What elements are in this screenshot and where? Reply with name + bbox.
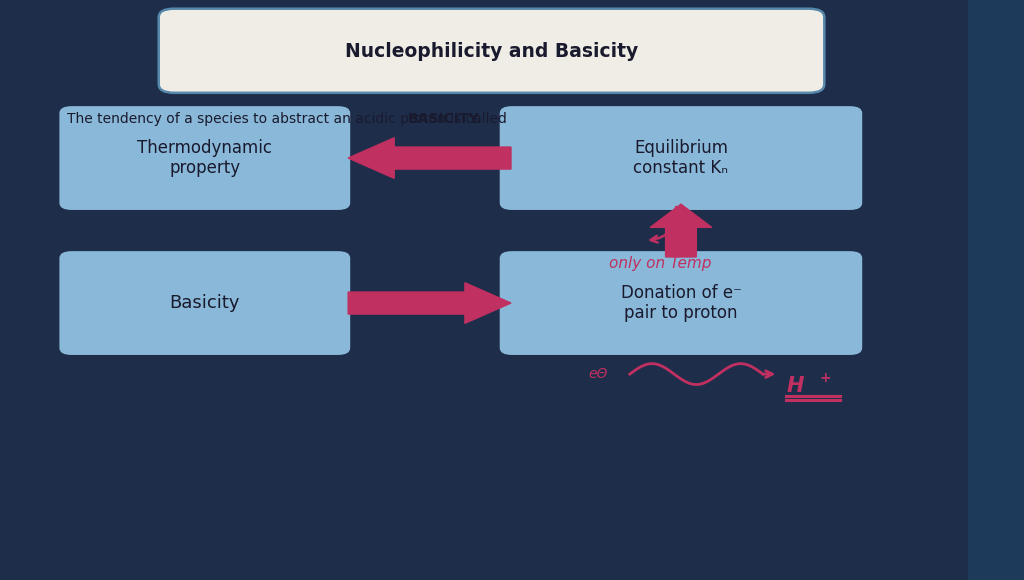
Bar	[968, 0, 1024, 580]
Text: only on Temp: only on Temp	[609, 256, 712, 271]
Text: Equilibrium
constant Kₙ: Equilibrium constant Kₙ	[634, 139, 728, 177]
Text: Nucleophilicity and Basicity: Nucleophilicity and Basicity	[345, 42, 638, 60]
Text: eΘ: eΘ	[589, 367, 608, 381]
Text: Donation of e⁻
pair to proton: Donation of e⁻ pair to proton	[621, 284, 741, 322]
Text: Basicity: Basicity	[170, 294, 240, 312]
FancyBboxPatch shape	[159, 9, 824, 93]
FancyBboxPatch shape	[500, 106, 862, 210]
Text: H: H	[786, 376, 804, 396]
Text: Thermodynamic
property: Thermodynamic property	[137, 139, 272, 177]
FancyBboxPatch shape	[59, 251, 350, 355]
FancyArrow shape	[348, 282, 511, 324]
Bar	[0, 0, 56, 580]
FancyArrow shape	[650, 204, 712, 257]
FancyBboxPatch shape	[500, 251, 862, 355]
FancyArrow shape	[348, 137, 511, 179]
Text: +: +	[819, 371, 830, 385]
FancyBboxPatch shape	[59, 106, 350, 210]
Text: The tendency of a species to abstract an acidic proton is called: The tendency of a species to abstract an…	[67, 112, 511, 126]
Text: BASICITY.: BASICITY.	[408, 112, 482, 126]
